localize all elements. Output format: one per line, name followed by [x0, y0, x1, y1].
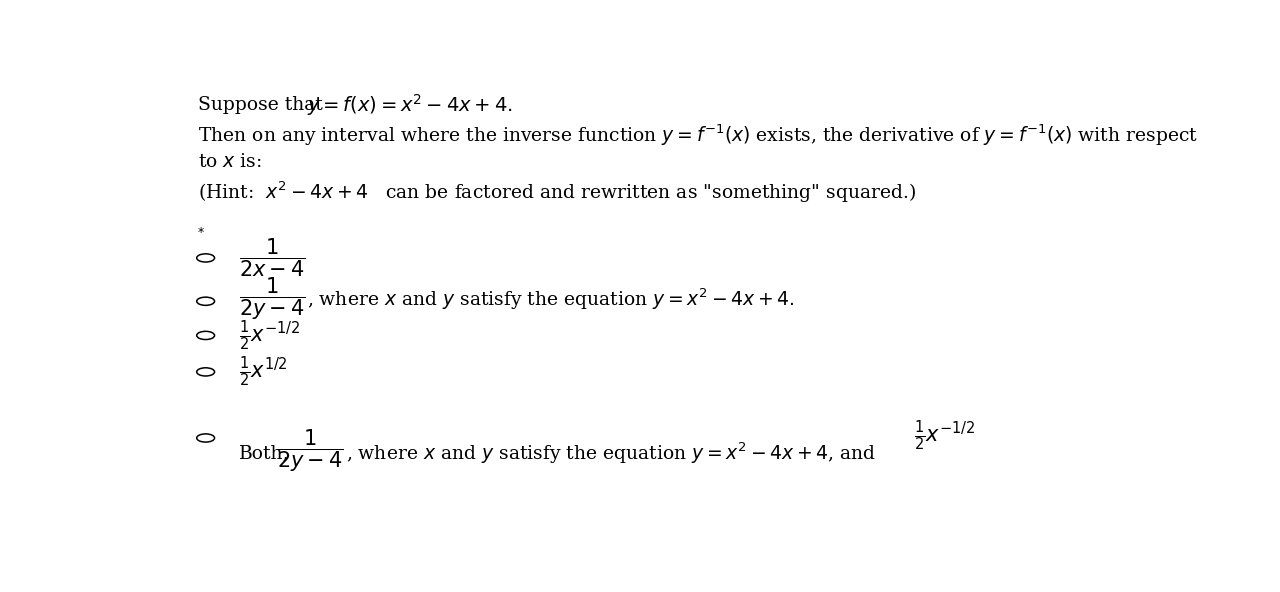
Text: *: *	[197, 226, 204, 239]
Text: $\frac{1}{2}x^{-1/2}$: $\frac{1}{2}x^{-1/2}$	[914, 419, 975, 453]
Text: $\dfrac{1}{2y-4}$: $\dfrac{1}{2y-4}$	[239, 276, 306, 322]
Text: $\frac{1}{2}x^{1/2}$: $\frac{1}{2}x^{1/2}$	[239, 355, 288, 389]
Text: to $x$ is:: to $x$ is:	[197, 153, 261, 171]
Text: $\dfrac{1}{2y-4}$: $\dfrac{1}{2y-4}$	[276, 427, 343, 474]
Text: $y =f(x) = x^2 - 4x + 4.$: $y =f(x) = x^2 - 4x + 4.$	[307, 92, 512, 118]
Text: Both,: Both,	[239, 444, 289, 462]
Text: $\dfrac{1}{2x-4}$: $\dfrac{1}{2x-4}$	[239, 237, 306, 279]
Text: (Hint:  $x^2 - 4x + 4$   can be factored and rewritten as "something" squared.): (Hint: $x^2 - 4x + 4$ can be factored an…	[197, 179, 916, 205]
Text: , where $x$ and $y$ satisfy the equation $y = x^2 - 4x + 4$, and: , where $x$ and $y$ satisfy the equation…	[347, 440, 877, 466]
Text: Then on any interval where the inverse function $y = f^{-1}(x)$ exists, the deri: Then on any interval where the inverse f…	[197, 122, 1198, 147]
Text: $\frac{1}{2}x^{-1/2}$: $\frac{1}{2}x^{-1/2}$	[239, 318, 301, 353]
Text: , where $x$ and $y$ satisfy the equation $y = x^2 - 4x + 4.$: , where $x$ and $y$ satisfy the equation…	[307, 286, 795, 312]
Text: Suppose that: Suppose that	[197, 96, 323, 114]
